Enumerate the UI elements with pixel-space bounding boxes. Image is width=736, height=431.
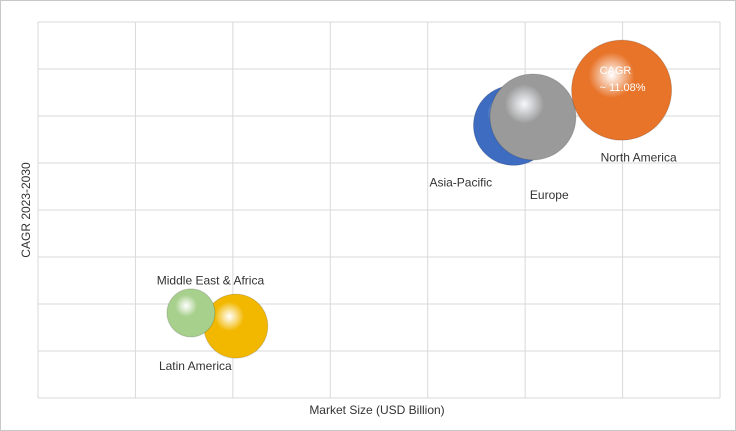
bubble-label: Europe	[530, 188, 569, 202]
bubble-label: Latin America	[159, 359, 232, 373]
bubble	[166, 288, 216, 338]
annotation: CAGR	[600, 65, 632, 77]
bubble-label: Asia-Pacific	[429, 176, 492, 190]
y-axis-label: CAGR 2023-2030	[19, 162, 33, 258]
bubble	[571, 39, 673, 141]
bubble-label: Middle East & Africa	[157, 273, 265, 287]
annotation: ~ 11.08%	[600, 82, 646, 94]
bubble-label: North America	[601, 150, 677, 164]
x-axis-label: Market Size (USD Billion)	[309, 403, 444, 417]
bubble	[489, 73, 577, 161]
